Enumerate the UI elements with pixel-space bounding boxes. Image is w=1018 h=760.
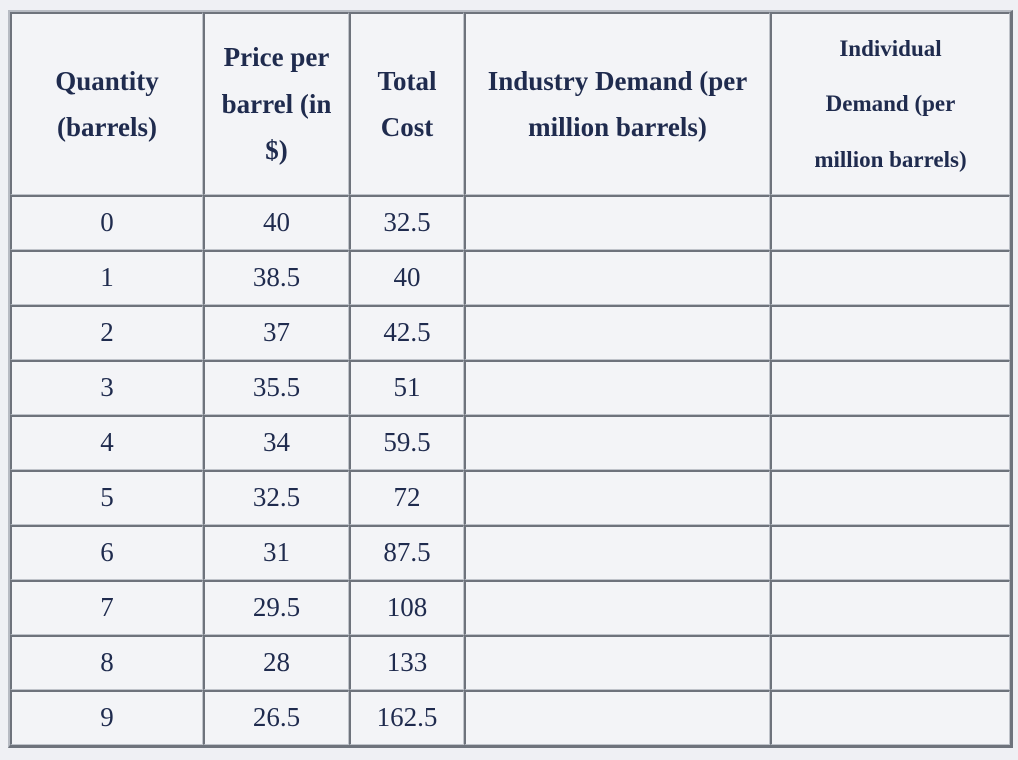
individual-demand-cell [770,195,1010,250]
table-row: 6 31 87.5 [10,525,1010,580]
industry-demand-cell [464,250,770,305]
table-row: 3 35.5 51 [10,360,1010,415]
industry-demand-cell [464,470,770,525]
individual-demand-cell [770,415,1010,470]
industry-demand-cell [464,195,770,250]
individual-demand-cell [770,690,1010,745]
price-cell: 40 [203,195,349,250]
header-price-per-barrel: Price per barrel (in $) [203,12,349,195]
header-row: Quantity (barrels) Price per barrel (in … [10,12,1010,195]
quantity-cell: 7 [10,580,203,635]
price-cell: 32.5 [203,470,349,525]
total-cost-cell: 32.5 [349,195,464,250]
quantity-cell: 8 [10,635,203,690]
price-cell: 34 [203,415,349,470]
table-row: 1 38.5 40 [10,250,1010,305]
quantity-cell: 0 [10,195,203,250]
quantity-cell: 1 [10,250,203,305]
table-row: 9 26.5 162.5 [10,690,1010,745]
quantity-cell: 6 [10,525,203,580]
individual-demand-cell [770,470,1010,525]
individual-demand-cell [770,580,1010,635]
header-quantity-barrels: Quantity (barrels) [10,12,203,195]
industry-demand-cell [464,360,770,415]
quantity-cell: 9 [10,690,203,745]
individual-demand-cell [770,360,1010,415]
industry-demand-cell [464,525,770,580]
total-cost-cell: 42.5 [349,305,464,360]
industry-demand-cell [464,305,770,360]
price-cell: 37 [203,305,349,360]
price-cell: 29.5 [203,580,349,635]
price-cell: 31 [203,525,349,580]
table-row: 4 34 59.5 [10,415,1010,470]
header-total-cost: Total Cost [349,12,464,195]
price-cell: 35.5 [203,360,349,415]
table-row: 7 29.5 108 [10,580,1010,635]
total-cost-cell: 87.5 [349,525,464,580]
oil-demand-table: Quantity (barrels) Price per barrel (in … [8,10,1013,748]
industry-demand-cell [464,580,770,635]
table-row: 5 32.5 72 [10,470,1010,525]
individual-demand-cell [770,305,1010,360]
quantity-cell: 2 [10,305,203,360]
total-cost-cell: 133 [349,635,464,690]
individual-demand-cell [770,525,1010,580]
table-row: 0 40 32.5 [10,195,1010,250]
total-cost-cell: 51 [349,360,464,415]
header-individual-demand: Individual Demand (per million barrels) [770,12,1010,195]
individual-demand-cell [770,250,1010,305]
table-row: 8 28 133 [10,635,1010,690]
quantity-cell: 4 [10,415,203,470]
quantity-cell: 3 [10,360,203,415]
total-cost-cell: 40 [349,250,464,305]
price-cell: 28 [203,635,349,690]
industry-demand-cell [464,635,770,690]
quantity-cell: 5 [10,470,203,525]
industry-demand-cell [464,415,770,470]
table-row: 2 37 42.5 [10,305,1010,360]
total-cost-cell: 59.5 [349,415,464,470]
total-cost-cell: 108 [349,580,464,635]
total-cost-cell: 162.5 [349,690,464,745]
individual-demand-cell [770,635,1010,690]
industry-demand-cell [464,690,770,745]
total-cost-cell: 72 [349,470,464,525]
price-cell: 26.5 [203,690,349,745]
price-cell: 38.5 [203,250,349,305]
header-industry-demand: Industry Demand (per million barrels) [464,12,770,195]
